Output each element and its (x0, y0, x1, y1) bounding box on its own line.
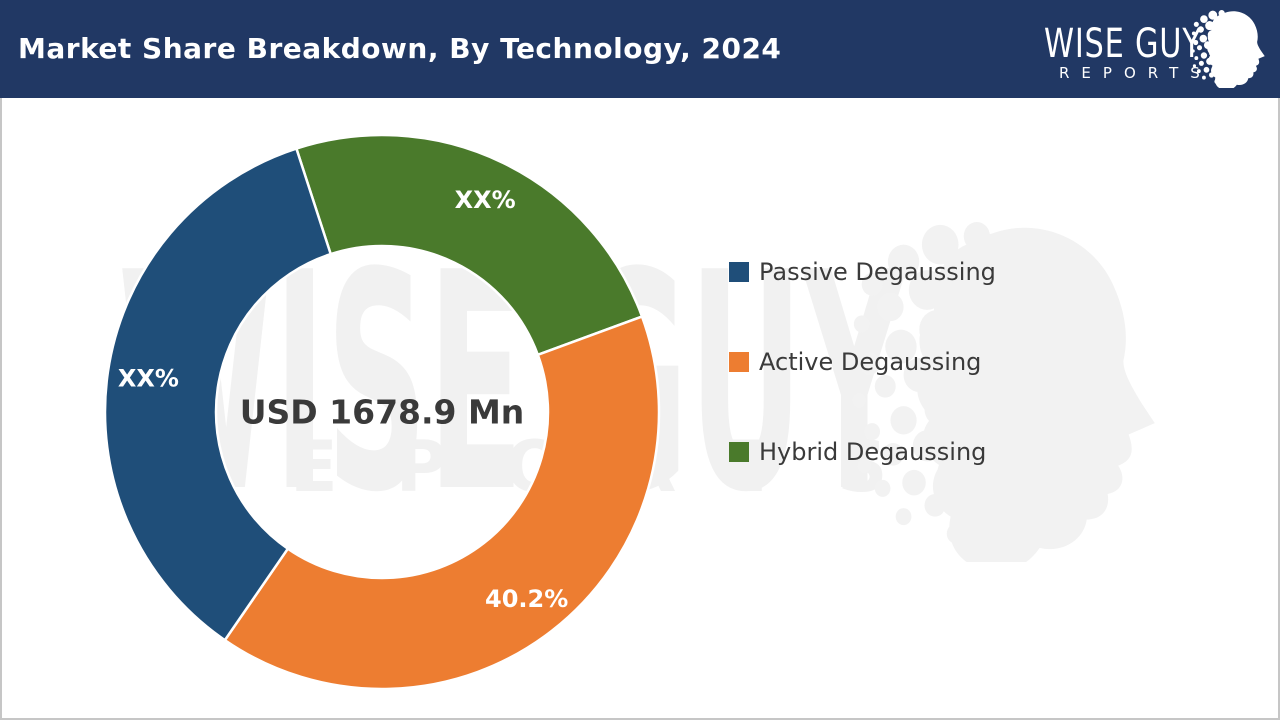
legend-item-active-degaussing: Active Degaussing (729, 348, 996, 376)
slice-active-degaussing (223, 315, 661, 691)
legend-swatch (729, 352, 749, 372)
brand-logo-wordmark: WISE GUY (1044, 21, 1202, 67)
legend-swatch (729, 262, 749, 282)
slice-label: XX% (118, 364, 179, 392)
legend-label: Hybrid Degaussing (759, 438, 987, 466)
brand-logo: WISE GUY REPORTS (1036, 8, 1266, 92)
slice-hybrid-degaussing (295, 133, 644, 357)
legend-label: Passive Degaussing (759, 258, 996, 286)
chart-legend: Passive Degaussing Active Degaussing Hyb… (729, 258, 996, 532)
slice-label: 40.2% (485, 585, 568, 613)
page-title: Market Share Breakdown, By Technology, 2… (18, 32, 782, 65)
brand-face-icon (1191, 10, 1265, 88)
frame-border-right (1278, 0, 1280, 720)
legend-item-passive-degaussing: Passive Degaussing (729, 258, 996, 286)
legend-label: Active Degaussing (759, 348, 982, 376)
frame-border-bottom (0, 718, 1280, 720)
header: Market Share Breakdown, By Technology, 2… (0, 0, 1280, 98)
frame-border-left (0, 0, 2, 720)
donut-chart: XX% 40.2% XX% (103, 133, 661, 691)
legend-item-hybrid-degaussing: Hybrid Degaussing (729, 438, 996, 466)
slice-label: XX% (455, 186, 516, 214)
legend-swatch (729, 442, 749, 462)
brand-logo-subtitle: REPORTS (1059, 64, 1212, 82)
chart-center-value: USD 1678.9 Mn (239, 392, 525, 432)
slice-passive-degaussing (103, 147, 332, 642)
